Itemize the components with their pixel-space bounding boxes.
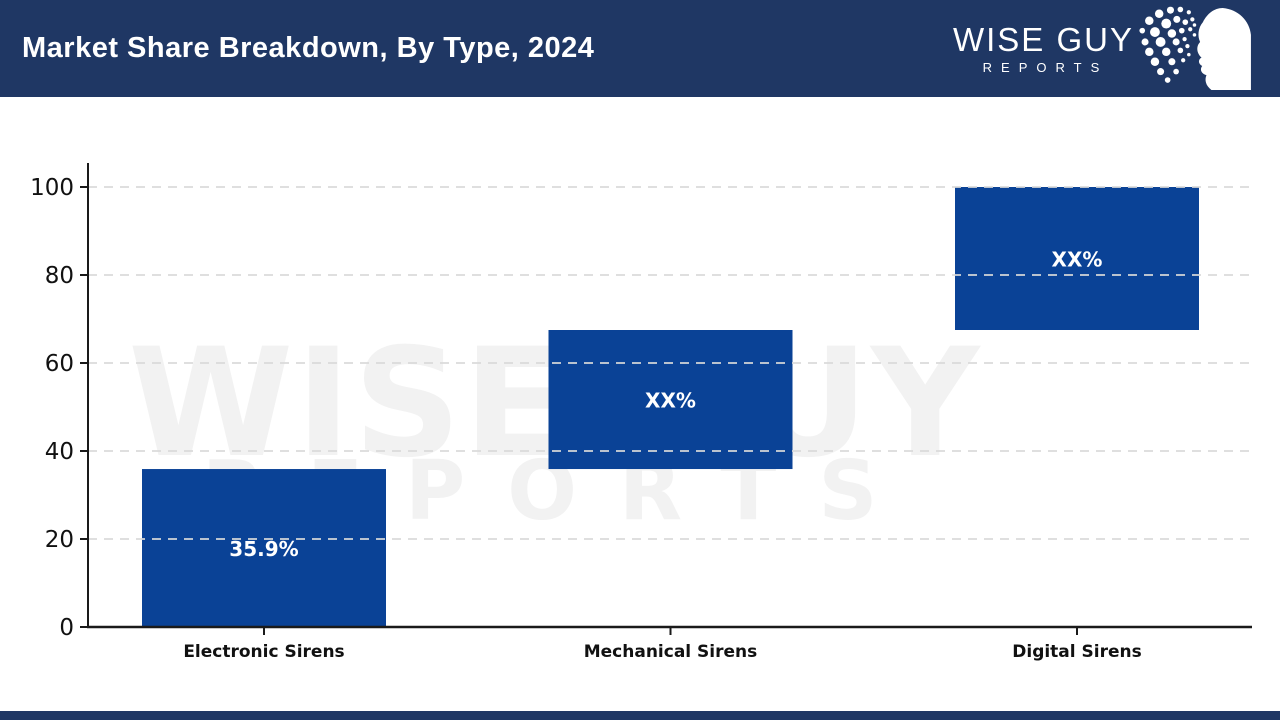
x-category-label: Digital Sirens: [1012, 642, 1141, 662]
y-tick-label: 40: [45, 439, 74, 465]
chart-area: WISE GUY REPORTS 35.9% XX% XX% 0 20 40 60 80 10…: [0, 97, 1280, 711]
logo-subtitle: REPORTS: [982, 59, 1109, 75]
y-tick-label: 100: [30, 175, 74, 201]
grid-layer: [88, 186, 1252, 540]
header-band: Market Share Breakdown, By Type, 2024 WI…: [0, 0, 1280, 97]
bar-value-label: 35.9%: [229, 537, 298, 561]
logo-head-icon: [1138, 6, 1258, 92]
wise-guy-logo: WISE GUY REPORTS: [953, 6, 1258, 92]
x-category-label: Electronic Sirens: [183, 642, 344, 662]
bar-value-label: XX%: [645, 389, 696, 413]
y-tick-label: 60: [45, 351, 74, 377]
axis-layer: 0 20 40 60 80 100 Electronic Sirens Mechanical …: [30, 163, 1252, 662]
y-tick-label: 80: [45, 263, 74, 289]
x-category-label: Mechanical Sirens: [584, 642, 758, 662]
logo-wordmark: WISE GUY: [952, 20, 1134, 58]
plot-svg: WISE GUY REPORTS 35.9%XX%XX% 02040608010…: [30, 163, 1252, 662]
footer-band: [0, 711, 1280, 720]
bar-value-label: XX%: [1052, 248, 1103, 272]
logo-text: WISE GUY REPORTS: [953, 23, 1134, 75]
bars-layer: 35.9% XX% XX%: [142, 187, 1199, 627]
y-tick-label: 0: [59, 615, 74, 641]
chart-title: Market Share Breakdown, By Type, 2024: [22, 32, 595, 64]
bar-segment: [548, 330, 793, 470]
bar-segment: [142, 469, 386, 627]
y-tick-label: 20: [45, 527, 74, 553]
bar-segment: [955, 187, 1199, 330]
